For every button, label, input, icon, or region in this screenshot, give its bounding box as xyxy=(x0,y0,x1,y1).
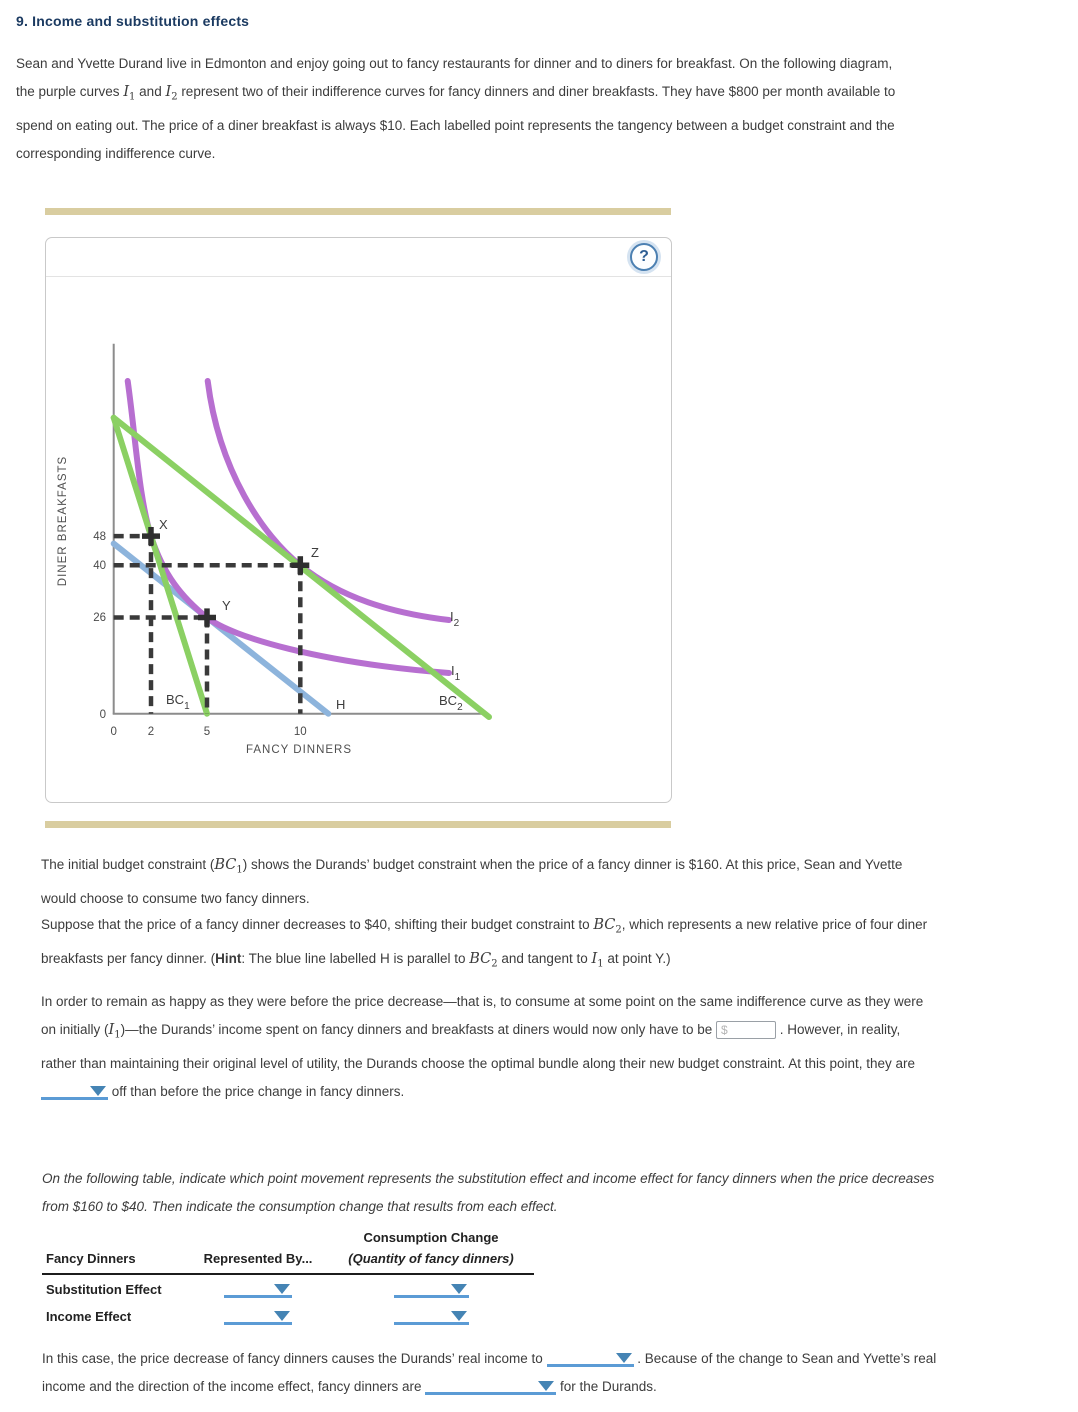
row-label-income-effect: Income Effect xyxy=(46,1308,132,1324)
xtick-10: 10 xyxy=(294,726,307,738)
chevron-down-icon xyxy=(538,1381,555,1391)
svg-text:Z: Z xyxy=(311,545,319,560)
compensated-income-input[interactable] xyxy=(715,1021,776,1040)
svg-text:48: 48 xyxy=(93,531,106,543)
table-row: Income Effect xyxy=(42,1303,534,1329)
math-bc2: BC xyxy=(469,950,492,967)
income-quantity-select[interactable] xyxy=(393,1307,469,1325)
col-header-fancy-dinners: Fancy Dinners xyxy=(46,1250,136,1266)
col-header-represented-by: Represented By... xyxy=(203,1250,313,1266)
x-axis-title: FANCY DINNERS xyxy=(246,744,352,756)
top-divider-bar xyxy=(45,208,671,215)
i2-curve xyxy=(204,378,452,623)
table-row: Substitution Effect xyxy=(42,1276,534,1302)
math-i1: I xyxy=(108,1022,115,1038)
ytick-48: 48 xyxy=(93,531,106,543)
better-worse-select[interactable] xyxy=(41,1082,108,1100)
xtick-2: 2 xyxy=(148,726,154,738)
label-i1: I xyxy=(451,663,455,678)
svg-text:I1: I1 xyxy=(451,663,461,683)
paragraph-compensated-income: In order to remain as happy as they were… xyxy=(41,988,923,1106)
label-h: H xyxy=(336,697,345,712)
chevron-down-icon xyxy=(274,1284,290,1294)
chevron-down-icon xyxy=(274,1311,290,1321)
i1-curve xyxy=(124,378,452,676)
svg-text:40: 40 xyxy=(93,560,106,572)
point-labels: X Y Z H xyxy=(159,517,345,712)
income-represented-select[interactable] xyxy=(224,1307,292,1325)
paragraph-initial-budget: The initial budget constraint (BC1) show… xyxy=(41,857,903,906)
label-z: Z xyxy=(311,545,319,560)
ytick-40: 40 xyxy=(93,560,106,572)
intro-line-1: Sean and Yvette Durand live in Edmonton … xyxy=(16,56,893,71)
svg-text:0: 0 xyxy=(100,709,106,721)
bc1-line xyxy=(110,414,210,717)
y-axis-title: DINER BREAKFASTS xyxy=(57,456,69,586)
svg-text:DINER BREAKFASTS: DINER BREAKFASTS xyxy=(57,456,69,586)
effects-table: Consumption Change Fancy Dinners Represe… xyxy=(42,1227,534,1329)
label-i2: I xyxy=(450,609,454,624)
table-instructions: On the following table, indicate which p… xyxy=(42,1171,935,1214)
substitution-quantity-select[interactable] xyxy=(393,1280,469,1298)
row-label-substitution-effect: Substitution Effect xyxy=(46,1281,162,1297)
math-i1: I xyxy=(591,950,598,967)
good-type-select[interactable] xyxy=(425,1377,557,1395)
graph-panel: ? xyxy=(45,237,672,803)
chevron-down-icon xyxy=(450,1284,467,1294)
ytick-26: 26 xyxy=(93,612,106,624)
page-title: 9. Income and substitution effects xyxy=(16,13,250,29)
label-x: X xyxy=(159,517,168,532)
chevron-down-icon xyxy=(615,1353,632,1363)
svg-text:0: 0 xyxy=(110,726,116,738)
help-button[interactable]: ? xyxy=(630,243,658,271)
xtick-0: 0 xyxy=(110,726,116,738)
real-income-select[interactable] xyxy=(546,1349,634,1367)
paragraph-price-decrease: Suppose that the price of a fancy dinner… xyxy=(41,917,928,970)
svg-text:H: H xyxy=(336,697,345,712)
dashed-guides xyxy=(113,533,303,714)
xtick-5: 5 xyxy=(204,726,210,738)
graph-panel-header: ? xyxy=(46,238,671,277)
table-group-header: Consumption Change xyxy=(363,1229,499,1245)
label-y: Y xyxy=(222,598,231,613)
math-i1: I xyxy=(123,84,130,100)
label-bc2: BC xyxy=(439,693,457,708)
indifference-curve-graph: X Y Z H BC1 BC2 I2 I1 48 40 26 0 0 2 5 1… xyxy=(57,343,492,756)
math-bc1: BC xyxy=(214,857,237,873)
svg-text:I2: I2 xyxy=(450,609,460,629)
chevron-down-icon xyxy=(450,1311,467,1321)
svg-text:Y: Y xyxy=(222,598,231,613)
svg-text:5: 5 xyxy=(204,726,210,738)
point-markers xyxy=(142,527,310,627)
svg-text:FANCY DINNERS: FANCY DINNERS xyxy=(246,744,352,756)
math-i2: I xyxy=(165,84,172,100)
intro-paragraph: Sean and Yvette Durand live in Edmonton … xyxy=(16,56,896,161)
svg-text:BC1: BC1 xyxy=(166,692,190,712)
svg-text:26: 26 xyxy=(93,612,106,624)
math-bc2: BC xyxy=(593,917,616,933)
svg-text:X: X xyxy=(159,517,168,532)
col-header-consumption-change: (Quantity of fancy dinners) xyxy=(348,1250,514,1266)
svg-text:2: 2 xyxy=(148,726,154,738)
substitution-represented-select[interactable] xyxy=(224,1280,292,1298)
curve-labels: BC1 BC2 I2 I1 xyxy=(166,609,463,713)
ytick-0: 0 xyxy=(100,709,106,721)
paragraph-real-income: In this case, the price decrease of fanc… xyxy=(42,1349,937,1395)
hint-label: Hint xyxy=(215,950,242,966)
tick-labels: 48 40 26 0 0 2 5 10 xyxy=(93,531,306,738)
svg-text:10: 10 xyxy=(294,726,307,738)
bottom-divider-bar xyxy=(45,821,671,828)
svg-text:BC2: BC2 xyxy=(439,693,463,713)
label-bc1: BC xyxy=(166,692,184,707)
chevron-down-icon xyxy=(90,1085,106,1096)
